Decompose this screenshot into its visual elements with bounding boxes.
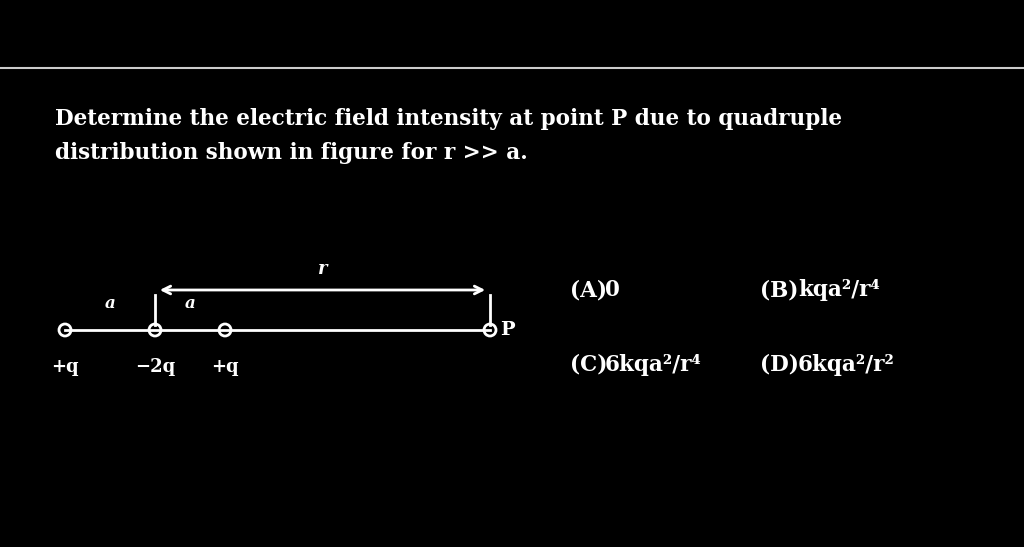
Text: −2q: −2q <box>135 358 175 376</box>
Text: Determine the electric field intensity at point P due to quadruple: Determine the electric field intensity a… <box>55 108 842 130</box>
Text: +q: +q <box>51 358 79 376</box>
Text: 6kqa²/r⁴: 6kqa²/r⁴ <box>605 354 701 376</box>
Text: P: P <box>500 321 515 339</box>
Text: 6kqa²/r²: 6kqa²/r² <box>798 354 895 376</box>
Text: kqa²/r⁴: kqa²/r⁴ <box>798 279 880 301</box>
Text: (D): (D) <box>760 354 799 376</box>
Text: a: a <box>104 295 116 312</box>
Text: (A): (A) <box>570 279 607 301</box>
Text: r: r <box>317 260 328 278</box>
Text: a: a <box>184 295 196 312</box>
Text: 0: 0 <box>605 279 620 301</box>
Text: (B): (B) <box>760 279 799 301</box>
Text: (C): (C) <box>570 354 607 376</box>
Text: +q: +q <box>211 358 239 376</box>
Text: distribution shown in figure for r >> a.: distribution shown in figure for r >> a. <box>55 142 527 164</box>
